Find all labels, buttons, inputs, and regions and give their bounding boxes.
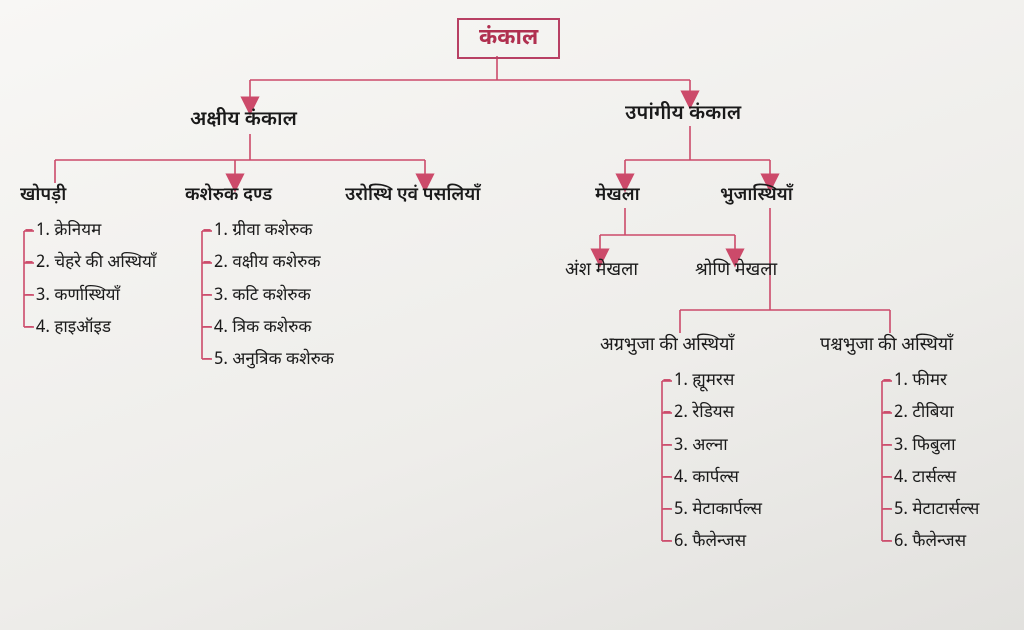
list-tick-icon: – xyxy=(880,430,894,462)
list-fore-item: –6. फैलेन्जस xyxy=(660,526,762,558)
list-fore-item: –1. ह्यूमरस xyxy=(660,365,762,397)
node-vert: कशेरुक दण्ड xyxy=(185,185,272,208)
list-tick-icon: – xyxy=(660,397,674,429)
list-vert-item: –3. कटि कशेरुक xyxy=(200,280,334,312)
list-tick-icon: – xyxy=(200,312,214,344)
list-tick-icon: – xyxy=(660,494,674,526)
list-item-label: 1. ह्यूमरस xyxy=(674,365,734,397)
list-item-label: 6. फैलेन्जस xyxy=(894,526,966,558)
list-item-label: 2. रेडियस xyxy=(674,397,734,429)
node-stern: उरोस्थि एवं पसलियाँ xyxy=(345,185,480,208)
node-hind: पश्चभुजा की अस्थियाँ xyxy=(820,335,953,358)
list-tick-icon: – xyxy=(22,215,36,247)
list-item-label: 3. कटि कशेरुक xyxy=(214,280,311,312)
list-vert-item: –4. त्रिक कशेरुक xyxy=(200,312,334,344)
list-fore-item: –3. अल्ना xyxy=(660,430,762,462)
list-hind: –1. फीमर–2. टीबिया–3. फिबुला–4. टार्सल्स… xyxy=(880,365,979,559)
list-vert-item: –1. ग्रीवा कशेरुक xyxy=(200,215,334,247)
list-tick-icon: – xyxy=(200,344,214,376)
root-node: कंकाल xyxy=(457,18,560,59)
list-fore: –1. ह्यूमरस–2. रेडियस–3. अल्ना–4. कार्पल… xyxy=(660,365,762,559)
list-tick-icon: – xyxy=(660,462,674,494)
list-item-label: 4. कार्पल्स xyxy=(674,462,739,494)
list-item-label: 6. फैलेन्जस xyxy=(674,526,746,558)
list-tick-icon: – xyxy=(880,397,894,429)
list-item-label: 4. टार्सल्स xyxy=(894,462,956,494)
list-tick-icon: – xyxy=(200,280,214,312)
list-hind-item: –4. टार्सल्स xyxy=(880,462,979,494)
list-skull-item: –3. कर्णास्थियाँ xyxy=(22,280,156,312)
list-fore-item: –2. रेडियस xyxy=(660,397,762,429)
list-skull-item: –4. हाइऑइड xyxy=(22,312,156,344)
list-vert: –1. ग्रीवा कशेरुक–2. वक्षीय कशेरुक–3. कट… xyxy=(200,215,334,376)
node-fore: अग्रभुजा की अस्थियाँ xyxy=(600,335,734,358)
list-vert-item: –5. अनुत्रिक कशेरुक xyxy=(200,344,334,376)
list-tick-icon: – xyxy=(880,365,894,397)
list-item-label: 5. अनुत्रिक कशेरुक xyxy=(214,344,334,376)
list-item-label: 1. ग्रीवा कशेरुक xyxy=(214,215,312,247)
list-item-label: 3. अल्ना xyxy=(674,430,728,462)
list-item-label: 2. वक्षीय कशेरुक xyxy=(214,247,321,279)
list-tick-icon: – xyxy=(880,526,894,558)
list-item-label: 5. मेटाटार्सल्स xyxy=(894,494,979,526)
list-item-label: 3. कर्णास्थियाँ xyxy=(36,280,120,312)
list-hind-item: –5. मेटाटार्सल्स xyxy=(880,494,979,526)
list-skull-item: –1. क्रेनियम xyxy=(22,215,156,247)
list-tick-icon: – xyxy=(22,247,36,279)
list-tick-icon: – xyxy=(22,312,36,344)
list-tick-icon: – xyxy=(660,430,674,462)
list-item-label: 4. हाइऑइड xyxy=(36,312,111,344)
node-axial: अक्षीय कंकाल xyxy=(190,108,297,134)
list-skull-item: –2. चेहरे की अस्थियाँ xyxy=(22,247,156,279)
list-tick-icon: – xyxy=(880,494,894,526)
list-tick-icon: – xyxy=(200,215,214,247)
list-fore-item: –5. मेटाकार्पल्स xyxy=(660,494,762,526)
node-append: उपांगीय कंकाल xyxy=(625,102,741,128)
list-tick-icon: – xyxy=(660,526,674,558)
list-tick-icon: – xyxy=(22,280,36,312)
node-pelvic: श्रोणि मेखला xyxy=(695,260,777,283)
list-hind-item: –6. फैलेन्जस xyxy=(880,526,979,558)
diagram-canvas: कंकाल अक्षीय कंकाल उपांगीय कंकाल खोपड़ी कशेर… xyxy=(0,0,1024,630)
list-item-label: 1. फीमर xyxy=(894,365,947,397)
list-item-label: 1. क्रेनियम xyxy=(36,215,101,247)
list-fore-item: –4. कार्पल्स xyxy=(660,462,762,494)
list-item-label: 4. त्रिक कशेरुक xyxy=(214,312,311,344)
list-tick-icon: – xyxy=(660,365,674,397)
list-hind-item: –2. टीबिया xyxy=(880,397,979,429)
list-hind-item: –3. फिबुला xyxy=(880,430,979,462)
list-vert-item: –2. वक्षीय कशेरुक xyxy=(200,247,334,279)
list-skull: –1. क्रेनियम–2. चेहरे की अस्थियाँ–3. कर्… xyxy=(22,215,156,344)
list-item-label: 3. फिबुला xyxy=(894,430,956,462)
list-item-label: 2. टीबिया xyxy=(894,397,954,429)
node-limbs: भुजास्थियाँ xyxy=(720,185,793,208)
node-pectoral: अंश मेखला xyxy=(565,260,638,283)
list-tick-icon: – xyxy=(880,462,894,494)
list-hind-item: –1. फीमर xyxy=(880,365,979,397)
list-tick-icon: – xyxy=(200,247,214,279)
node-skull: खोपड़ी xyxy=(20,185,66,208)
list-item-label: 5. मेटाकार्पल्स xyxy=(674,494,762,526)
node-girdle: मेखला xyxy=(595,185,640,208)
list-item-label: 2. चेहरे की अस्थियाँ xyxy=(36,247,156,279)
